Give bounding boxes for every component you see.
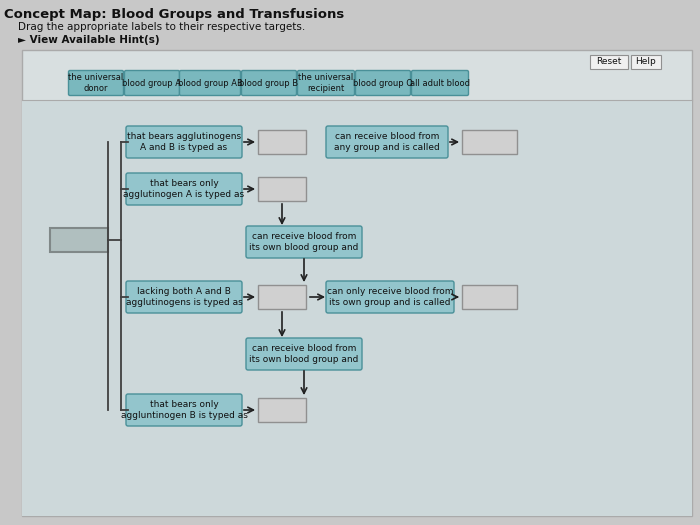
Text: blood group B: blood group B [239,79,299,88]
FancyBboxPatch shape [326,126,448,158]
FancyBboxPatch shape [246,226,362,258]
Bar [258,398,306,422]
FancyBboxPatch shape [412,70,468,96]
Text: blood group O: blood group O [353,79,413,88]
FancyBboxPatch shape [125,70,179,96]
Bar [258,130,306,154]
FancyBboxPatch shape [126,394,242,426]
Text: blood group A: blood group A [122,79,181,88]
Bar [22,50,692,516]
Text: ► View Available Hint(s): ► View Available Hint(s) [18,35,160,45]
FancyBboxPatch shape [326,281,454,313]
Bar [590,55,628,69]
FancyBboxPatch shape [246,338,362,370]
FancyBboxPatch shape [69,70,123,96]
Text: all adult blood: all adult blood [410,79,470,88]
Text: Reset: Reset [596,58,622,67]
Text: Drag the appropriate labels to their respective targets.: Drag the appropriate labels to their res… [18,22,305,32]
FancyBboxPatch shape [126,173,242,205]
FancyBboxPatch shape [179,70,241,96]
Text: that bears agglutinogens
A and B is typed as: that bears agglutinogens A and B is type… [127,132,241,152]
Bar [258,285,306,309]
Text: can receive blood from
any group and is called: can receive blood from any group and is … [334,132,440,152]
FancyBboxPatch shape [356,70,410,96]
Bar [22,100,692,516]
Text: blood group AB: blood group AB [178,79,242,88]
Text: can receive blood from
its own blood group and: can receive blood from its own blood gro… [249,232,358,252]
FancyBboxPatch shape [241,70,297,96]
Text: lacking both A and B
agglutinogens is typed as: lacking both A and B agglutinogens is ty… [125,287,242,307]
Text: the universal
recipient: the universal recipient [298,73,354,93]
Text: can only receive blood from
its own group and is called: can only receive blood from its own grou… [327,287,454,307]
FancyBboxPatch shape [298,70,354,96]
Text: the universal
donor: the universal donor [69,73,124,93]
Bar [462,130,517,154]
Bar [462,285,517,309]
Text: that bears only
agglutinogen A is typed as: that bears only agglutinogen A is typed … [123,179,244,199]
Text: Concept Map: Blood Groups and Transfusions: Concept Map: Blood Groups and Transfusio… [4,8,344,21]
Bar [258,177,306,201]
FancyBboxPatch shape [126,281,242,313]
Text: that bears only
aggluntinogen B is typed as: that bears only aggluntinogen B is typed… [120,400,247,420]
Bar [631,55,661,69]
FancyBboxPatch shape [126,126,242,158]
Bar [50,228,108,252]
Text: can receive blood from
its own blood group and: can receive blood from its own blood gro… [249,344,358,364]
Text: Help: Help [636,58,657,67]
